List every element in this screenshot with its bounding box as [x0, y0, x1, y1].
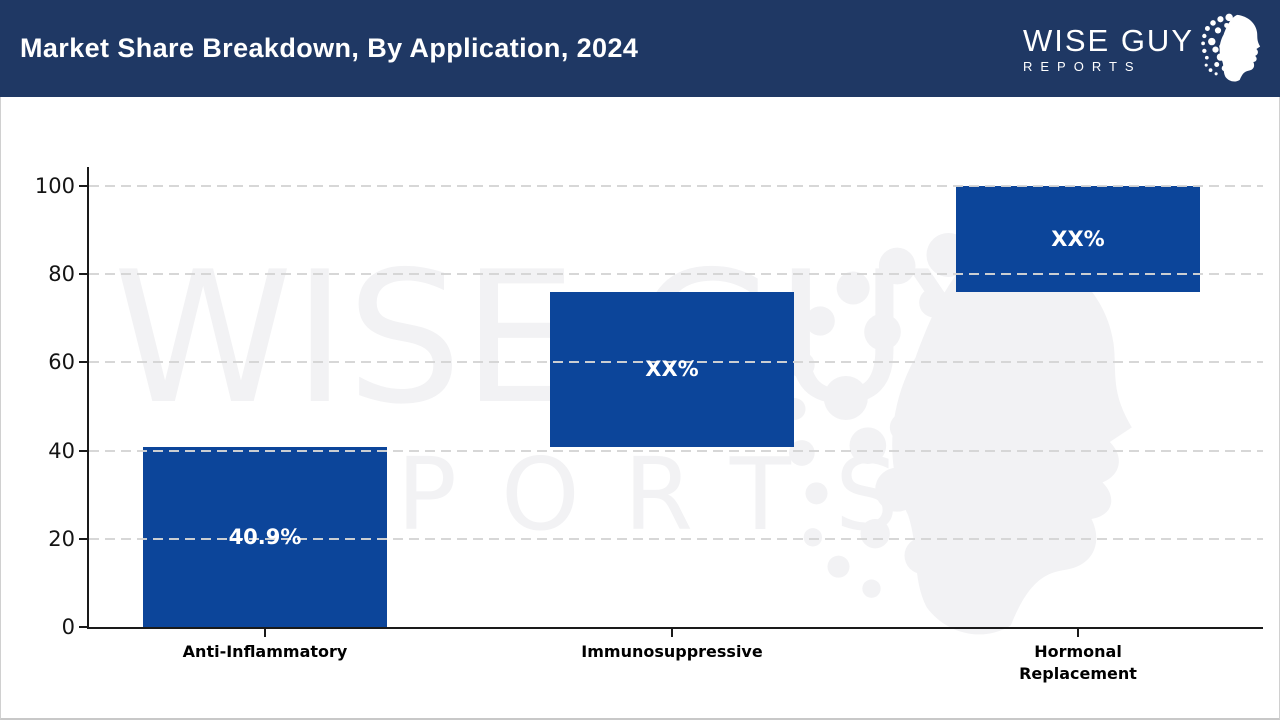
logo-text: WISE GUY REPORTS — [1023, 25, 1194, 73]
gridline-20 — [89, 537, 1263, 540]
header-bar: Market Share Breakdown, By Application, … — [0, 0, 1280, 97]
x-tick-immunosuppressive — [671, 629, 673, 637]
x-tick-hormonal-replacement — [1077, 629, 1079, 637]
y-tick-label-20: 20 — [48, 526, 75, 551]
category-label-immunosuppressive: Immunosuppressive — [581, 642, 763, 661]
wise-guy-face-icon — [1201, 13, 1261, 82]
y-tick-80 — [79, 273, 89, 276]
page-title: Market Share Breakdown, By Application, … — [20, 33, 639, 63]
y-tick-label-100: 100 — [34, 174, 75, 198]
y-tick-label-80: 80 — [48, 262, 75, 287]
y-tick-label-40: 40 — [48, 438, 75, 463]
logo-wordmark: WISE GUY — [1022, 22, 1194, 58]
bar-immunosuppressive — [550, 291, 794, 447]
y-tick-60 — [79, 361, 89, 364]
x-tick-anti-inflammatory — [264, 629, 266, 637]
bar-value-label-hormonal-replacement: XX% — [1051, 226, 1105, 251]
plot-area: 40.9% XX% XX% 0 20 40 60 80 100 Anti-Inflammatory… — [1, 97, 1279, 718]
chart-canvas: WISE GUY REPORTS 40.9% XX% XX% 0 20 40 60 80 100… — [0, 97, 1280, 720]
y-tick-label-60: 60 — [48, 350, 75, 375]
y-tick-100 — [79, 185, 89, 187]
gridline-100 — [89, 185, 1263, 187]
y-tick-20 — [79, 537, 89, 540]
bar-value-label-anti-inflammatory: 40.9% — [228, 524, 302, 549]
gridline-80 — [89, 273, 1263, 276]
y-axis-line — [87, 167, 89, 629]
y-tick-label-0: 0 — [61, 615, 75, 639]
gridline-60 — [89, 361, 1263, 364]
logo-subtitle: REPORTS — [1022, 58, 1142, 74]
y-tick-0 — [79, 626, 89, 628]
y-tick-40 — [79, 449, 89, 452]
bar-anti-inflammatory — [143, 446, 387, 627]
category-label-anti-inflammatory: Anti-Inflammatory — [182, 642, 348, 661]
x-axis-line — [87, 627, 1263, 629]
gridline-40 — [89, 449, 1263, 452]
wise-guy-reports-logo: WISE GUY REPORTS — [1023, 11, 1262, 87]
bar-value-label-immunosuppressive: XX% — [645, 357, 699, 382]
category-label-hormonal-replacement: Hormonal Replacement — [1019, 642, 1137, 683]
